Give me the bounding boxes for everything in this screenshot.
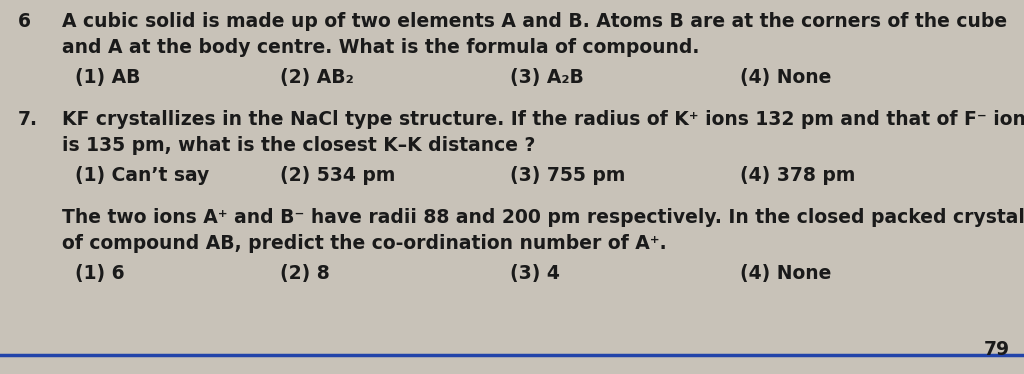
Text: (2) 534 pm: (2) 534 pm (280, 166, 395, 185)
Text: (1) 6: (1) 6 (75, 264, 125, 283)
Text: 6: 6 (18, 12, 31, 31)
Text: (4) None: (4) None (740, 264, 831, 283)
Text: and A at the body centre. What is the formula of compound.: and A at the body centre. What is the fo… (62, 38, 699, 57)
Text: (3) A₂B: (3) A₂B (510, 68, 584, 87)
Text: (1) AB: (1) AB (75, 68, 140, 87)
Text: (4) 378 pm: (4) 378 pm (740, 166, 855, 185)
Text: 7.: 7. (18, 110, 38, 129)
Text: (2) 8: (2) 8 (280, 264, 330, 283)
Text: (1) Can’t say: (1) Can’t say (75, 166, 209, 185)
Text: (3) 4: (3) 4 (510, 264, 560, 283)
Text: is 135 pm, what is the closest K–K distance ?: is 135 pm, what is the closest K–K dista… (62, 136, 536, 155)
Text: KF crystallizes in the NaCl type structure. If the radius of K⁺ ions 132 pm and : KF crystallizes in the NaCl type structu… (62, 110, 1024, 129)
Text: A cubic solid is made up of two elements A and B. Atoms B are at the corners of : A cubic solid is made up of two elements… (62, 12, 1008, 31)
Text: of compound AB, predict the co-ordination number of A⁺.: of compound AB, predict the co-ordinatio… (62, 234, 667, 253)
Text: (4) None: (4) None (740, 68, 831, 87)
Text: (2) AB₂: (2) AB₂ (280, 68, 353, 87)
Text: The two ions A⁺ and B⁻ have radii 88 and 200 pm respectively. In the closed pack: The two ions A⁺ and B⁻ have radii 88 and… (62, 208, 1024, 227)
Text: (3) 755 pm: (3) 755 pm (510, 166, 626, 185)
Text: 79: 79 (984, 340, 1010, 359)
